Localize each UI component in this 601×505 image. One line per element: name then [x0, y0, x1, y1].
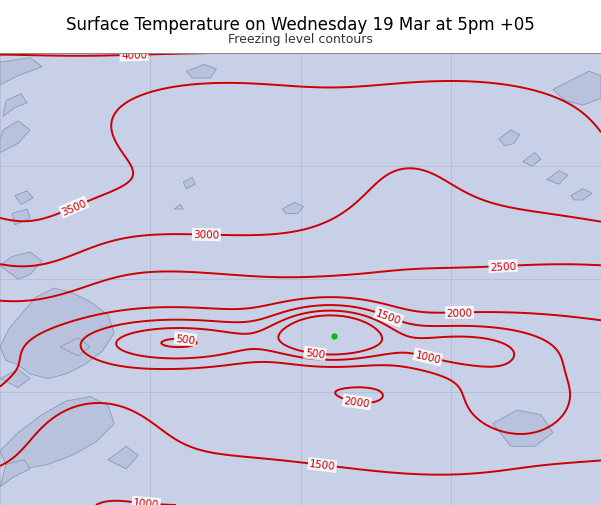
Text: 500: 500 [305, 347, 325, 360]
Text: Surface Temperature on Wednesday 19 Mar at 5pm +05: Surface Temperature on Wednesday 19 Mar … [66, 16, 535, 34]
Text: 2500: 2500 [490, 261, 516, 272]
Text: 3500: 3500 [59, 198, 88, 217]
Text: 1000: 1000 [414, 349, 442, 365]
Text: 1500: 1500 [374, 308, 403, 326]
Text: 3000: 3000 [193, 230, 219, 240]
Text: 1500: 1500 [309, 459, 336, 472]
Text: 1000: 1000 [133, 497, 159, 505]
Text: 2000: 2000 [447, 308, 472, 318]
Text: 2000: 2000 [343, 395, 371, 409]
Text: Freezing level contours: Freezing level contours [228, 33, 373, 46]
Text: 500: 500 [175, 333, 195, 345]
Text: 4000: 4000 [121, 50, 147, 61]
